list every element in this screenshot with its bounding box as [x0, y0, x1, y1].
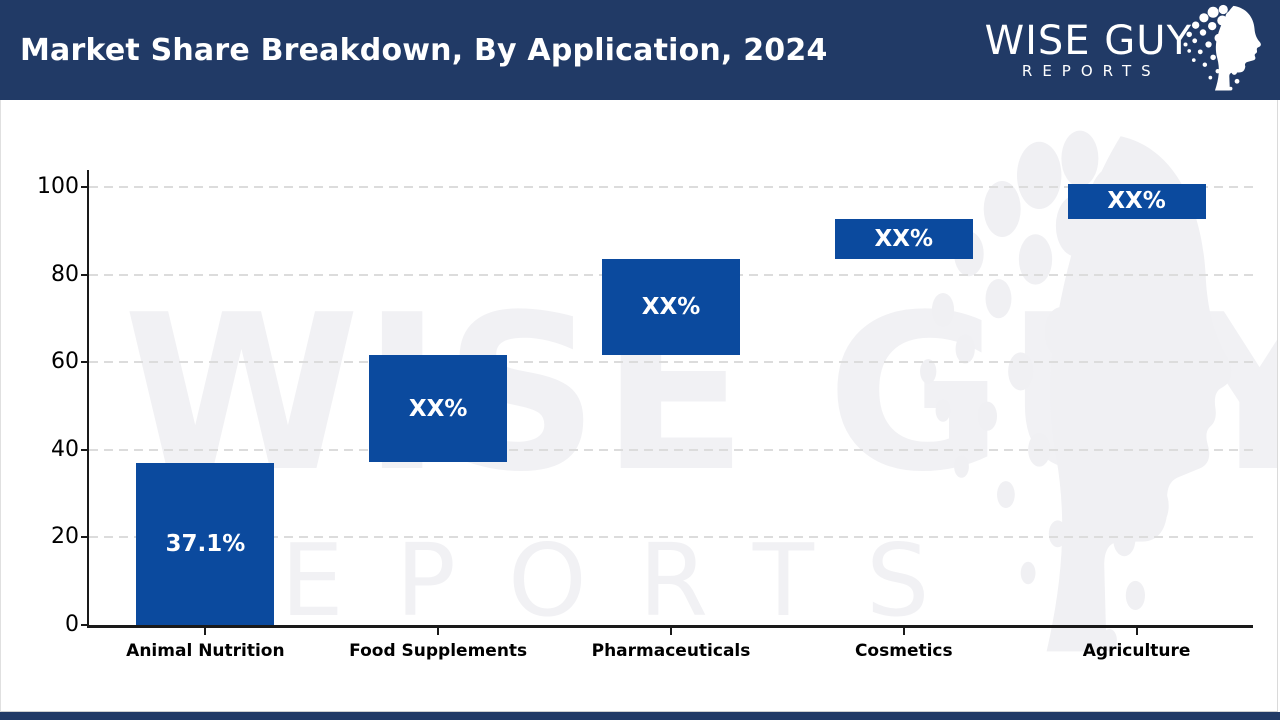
- chart-area: WISE GUY REPORTS 0 20 40 60 80 100 37.1% Animal…: [0, 100, 1278, 712]
- y-tick-mark: [81, 448, 89, 451]
- x-tick-label: Pharmaceuticals: [591, 641, 751, 661]
- y-tick-mark: [81, 273, 89, 276]
- header: Market Share Breakdown, By Application, …: [0, 0, 1280, 100]
- brand-logo: WISE GUY REPORTS: [985, 4, 1274, 96]
- gridline: [89, 186, 1253, 188]
- chart-bar: XX%: [369, 355, 508, 463]
- logo-subtitle: REPORTS: [1021, 62, 1161, 80]
- y-tick-mark: [81, 536, 89, 539]
- chart-bar: XX%: [834, 218, 973, 259]
- x-tick-mark: [204, 628, 207, 635]
- bar-value-label: XX%: [874, 225, 934, 252]
- x-tick-mark: [670, 628, 672, 635]
- x-tick-label: Animal Nutrition: [126, 641, 285, 661]
- logo-face-icon: [1183, 4, 1261, 91]
- x-tick-label: Food Supplements: [349, 641, 528, 661]
- y-tick-label: 60: [51, 349, 79, 375]
- x-tick-label: Agriculture: [1082, 641, 1191, 661]
- y-tick-label: 40: [51, 436, 79, 462]
- x-tick-mark: [1135, 628, 1138, 635]
- y-tick-label: 0: [65, 612, 79, 637]
- gridline: [89, 361, 1253, 364]
- gridline: [89, 536, 1253, 539]
- plot: 0 20 40 60 80 100 37.1% Animal Nutrition XX% Food…: [1, 100, 1277, 711]
- x-tick-mark: [437, 628, 440, 635]
- x-axis-line: [87, 625, 1253, 628]
- x-tick-mark: [902, 628, 905, 635]
- chart-bar: 37.1%: [136, 462, 275, 625]
- bar-value-label: 37.1%: [165, 530, 246, 557]
- page-title: Market Share Breakdown, By Application, …: [20, 33, 828, 68]
- y-axis-line: [87, 170, 89, 625]
- bar-value-label: XX%: [1107, 188, 1166, 215]
- chart-bar: XX%: [602, 258, 740, 356]
- y-tick-label: 80: [51, 261, 79, 287]
- x-tick-label: Cosmetics: [854, 641, 953, 661]
- y-tick-mark: [81, 186, 89, 188]
- y-tick-label: 20: [51, 524, 79, 550]
- y-tick-mark: [81, 624, 89, 626]
- watermark-subtitle: REPORTS: [159, 522, 982, 639]
- chart-bar: XX%: [1067, 183, 1206, 219]
- footer-bar: [0, 712, 1280, 720]
- gridline: [89, 448, 1253, 451]
- y-tick-mark: [81, 361, 89, 364]
- bar-value-label: XX%: [408, 395, 468, 422]
- bar-value-label: XX%: [641, 294, 701, 320]
- logo-wordmark: WISE GUY: [984, 18, 1192, 64]
- y-tick-label: 100: [37, 174, 79, 199]
- logo-text: WISE GUY REPORTS: [985, 20, 1192, 80]
